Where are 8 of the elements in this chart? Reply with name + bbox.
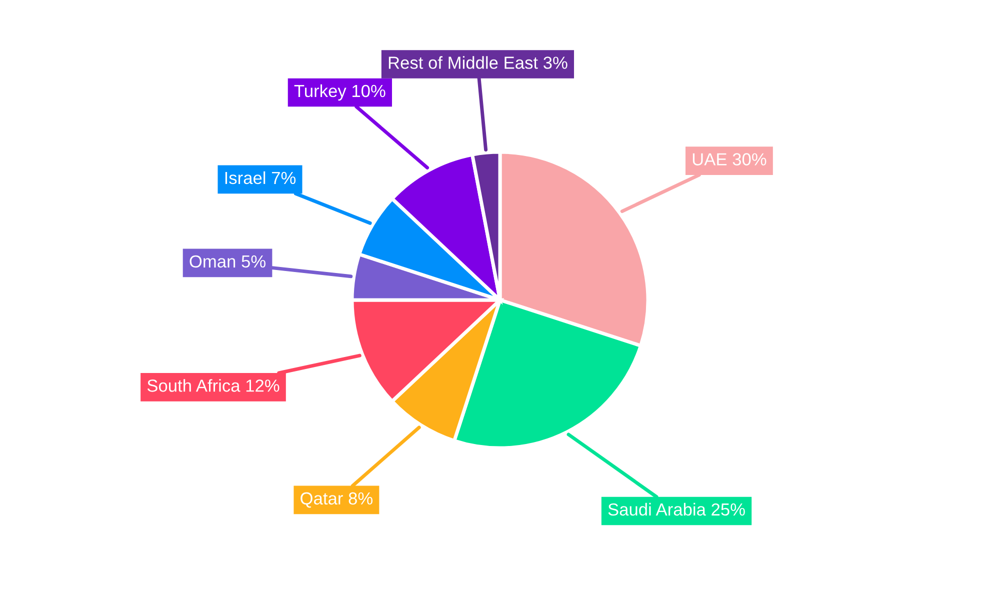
slice-label: Rest of Middle East 3% — [388, 56, 568, 69]
slice-label: South Africa 12% — [147, 379, 280, 392]
slice-label: Turkey 10% — [294, 84, 386, 101]
slice-label: Israel 7% — [225, 171, 296, 184]
slice-label: UAE 30% — [692, 153, 766, 166]
slice-label: Qatar 8% — [300, 492, 372, 508]
slice-label: Oman 5% — [190, 255, 266, 268]
slice-label: Saudi Arabia 25% — [608, 502, 745, 516]
